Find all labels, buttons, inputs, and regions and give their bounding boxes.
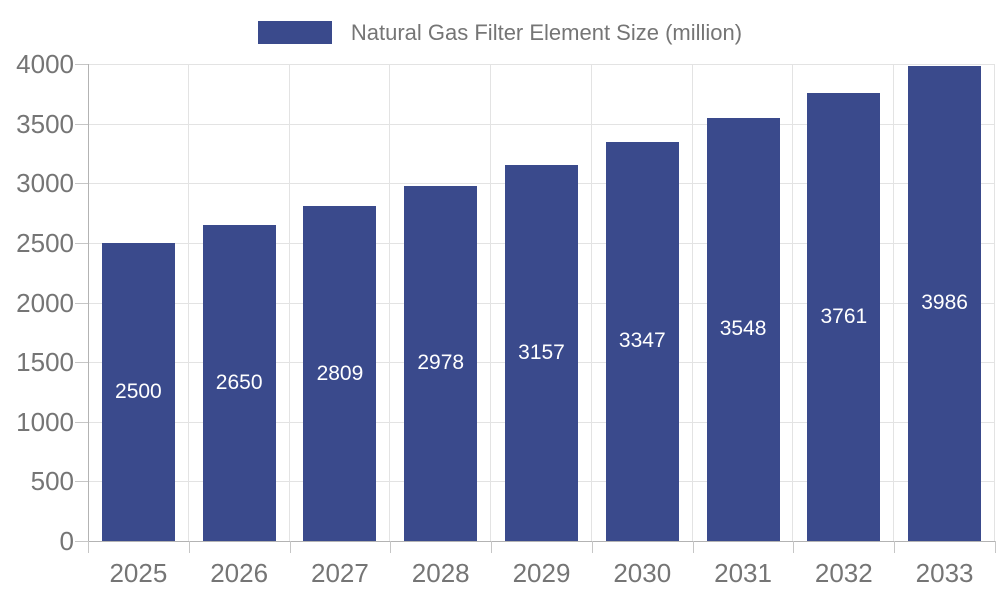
y-axis-label-2000: 2000 — [16, 287, 74, 318]
bar-value-label: 2500 — [115, 379, 162, 403]
x-axis-label-2028: 2028 — [411, 558, 470, 588]
x-tick-0 — [88, 541, 89, 553]
y-tick-4000 — [75, 64, 88, 65]
bar-value-label: 3347 — [618, 329, 666, 353]
bar-value-label: 2809 — [316, 361, 364, 385]
bar-2030[interactable]: 3347 — [605, 141, 679, 541]
h-gridline-3500 — [88, 123, 995, 125]
x-tick-2 — [289, 541, 291, 553]
v-gridline-8 — [893, 64, 895, 541]
x-tick-4 — [491, 541, 493, 553]
x-axis-label-2030: 2030 — [613, 558, 672, 588]
bar-2027[interactable]: 2809 — [303, 206, 377, 541]
y-axis-label-1500: 1500 — [16, 347, 74, 378]
y-axis-line — [88, 64, 89, 541]
x-tick-9 — [995, 541, 996, 553]
y-axis-label-500: 500 — [30, 466, 74, 497]
x-axis-label-2029: 2029 — [512, 558, 571, 588]
bar-value-label: 3157 — [518, 340, 565, 364]
bar-value-label: 2650 — [215, 370, 263, 394]
y-tick-500 — [75, 481, 88, 483]
chart-legend[interactable]: Natural Gas Filter Element Size (million… — [0, 14, 1000, 50]
legend-swatch[interactable] — [257, 20, 332, 44]
x-axis-line — [88, 541, 995, 542]
y-tick-3000 — [75, 183, 88, 185]
bar-value-label: 3548 — [719, 317, 767, 341]
v-gridline-5 — [590, 64, 592, 541]
bar-value-label: 3986 — [921, 291, 968, 315]
x-axis-label-2026: 2026 — [210, 558, 269, 588]
h-gridline-4000 — [88, 64, 995, 65]
plot-area: 2500 2650 2809 2978 3157 3347 3548 3761 3986 — [88, 64, 995, 541]
y-tick-3500 — [75, 123, 88, 125]
y-axis-label-3500: 3500 — [16, 108, 74, 139]
y-axis-label-1000: 1000 — [16, 406, 74, 437]
y-axis-label-3000: 3000 — [16, 168, 74, 199]
y-tick-1500 — [75, 362, 88, 364]
x-tick-8 — [894, 541, 896, 553]
v-gridline-4 — [490, 64, 492, 541]
x-axis-label-2032: 2032 — [814, 558, 873, 588]
x-axis-label-2033: 2033 — [915, 558, 974, 588]
bar-2029[interactable]: 3157 — [505, 164, 578, 541]
v-gridline-2 — [288, 64, 290, 541]
bar-2028[interactable]: 2978 — [404, 185, 478, 541]
y-tick-2500 — [75, 242, 88, 244]
y-tick-0 — [75, 541, 88, 542]
bar-value-label: 2978 — [417, 351, 465, 375]
bar-2032[interactable]: 3761 — [807, 92, 881, 541]
v-gridline-3 — [389, 64, 391, 541]
bar-2033[interactable]: 3986 — [908, 65, 982, 541]
x-axis-label-2027: 2027 — [311, 558, 369, 588]
v-gridline-6 — [691, 64, 693, 541]
x-tick-6 — [692, 541, 694, 553]
bar-value-label: 3761 — [820, 304, 868, 328]
v-gridline-7 — [792, 64, 794, 541]
y-tick-2000 — [75, 302, 88, 304]
x-axis-label-2025: 2025 — [109, 558, 168, 588]
legend-label: Natural Gas Filter Element Size (million… — [350, 19, 743, 45]
x-axis-label-2031: 2031 — [714, 558, 772, 588]
x-tick-3 — [390, 541, 392, 553]
v-gridline-9 — [994, 64, 995, 541]
y-axis-label-2500: 2500 — [16, 227, 74, 258]
x-tick-5 — [591, 541, 593, 553]
y-tick-1000 — [75, 421, 88, 423]
v-gridline-1 — [187, 64, 189, 541]
y-axis-label-0: 0 — [59, 526, 74, 556]
bar-2025[interactable]: 2500 — [101, 242, 175, 541]
x-tick-7 — [793, 541, 795, 553]
x-tick-1 — [188, 541, 190, 553]
bar-2026[interactable]: 2650 — [202, 224, 276, 541]
bar-2031[interactable]: 3548 — [706, 117, 780, 541]
y-axis-label-4000: 4000 — [16, 49, 74, 79]
